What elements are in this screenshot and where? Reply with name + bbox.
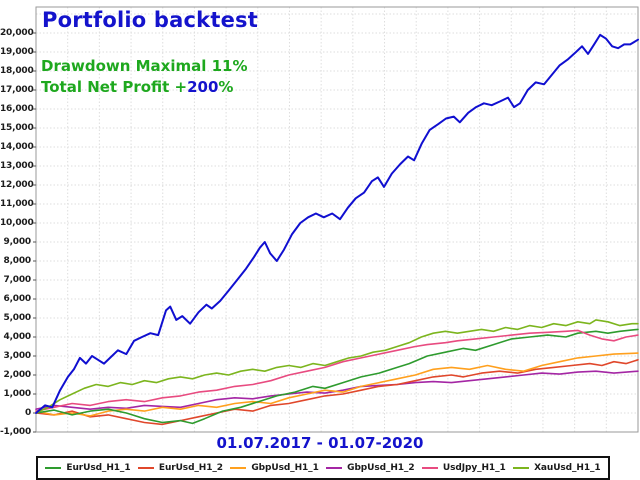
legend: EurUsd_H1_1 EurUsd_H1_2 GbpUsd_H1_1 GbpUsd_… [36,456,610,480]
legend-swatch [326,467,343,469]
y-tick-label: 5,000 [3,313,32,323]
drawdown-annotation: Drawdown Maximal 11% [41,57,248,75]
profit-annotation-prefix: Total Net Profit + [41,78,188,96]
chart-title: Portfolio backtest [42,8,258,32]
series-line-portfolio_total [35,33,639,414]
series-line-EurUsd_H1_2 [35,358,639,426]
legend-swatch [513,467,530,469]
y-tick-label: 7,000 [3,275,32,285]
legend-label: EurUsd_H1_1 [66,463,131,473]
y-tick-label: 13,000 [0,161,34,171]
legend-swatch [230,467,247,469]
y-tick-label: 19,000 [0,47,34,57]
profit-annotation: Total Net Profit +200% [41,78,233,96]
y-tick-label: 12,000 [0,180,34,190]
y-tick-label: 4,000 [3,332,32,342]
legend-swatch [45,467,62,469]
legend-item-EurUsd_H1_1: EurUsd_H1_1 [45,463,131,473]
legend-item-UsdJpy_H1_1: UsdJpy_H1_1 [421,463,506,473]
y-tick-label: 2,000 [3,370,32,380]
y-tick-label: 9,000 [3,237,32,247]
legend-label: GbpUsd_H1_1 [251,463,319,473]
legend-item-GbpUsd_H1_2: GbpUsd_H1_2 [326,463,415,473]
y-tick-label: -1,000 [0,427,32,437]
legend-swatch [137,467,154,469]
series-line-UsdJpy_H1_1 [35,329,639,412]
y-tick-label: 14,000 [0,142,34,152]
y-tick-label: 8,000 [3,256,32,266]
y-tick-label: 6,000 [3,294,32,304]
y-tick-label: 1,000 [3,389,32,399]
profit-annotation-suffix: % [218,78,234,96]
date-range-label: 01.07.2017 - 01.07-2020 [216,434,424,452]
series-line-EurUsd_H1_1 [35,328,639,425]
y-tick-label: 17,000 [0,85,34,95]
legend-label: XauUsd_H1_1 [534,463,601,473]
series-line-XauUsd_H1_1 [35,319,639,414]
legend-label: UsdJpy_H1_1 [442,463,506,473]
series-line-GbpUsd_H1_1 [35,352,639,417]
legend-item-EurUsd_H1_2: EurUsd_H1_2 [137,463,223,473]
legend-label: EurUsd_H1_2 [158,463,223,473]
legend-swatch [421,467,438,469]
legend-item-GbpUsd_H1_1: GbpUsd_H1_1 [230,463,319,473]
y-tick-label: 20,000 [0,28,34,38]
y-tick-label: 3,000 [3,351,32,361]
y-tick-label: 16,000 [0,104,34,114]
y-tick-label: 11,000 [0,199,34,209]
y-tick-label: 10,000 [0,218,34,228]
y-tick-label: 0 [24,408,31,418]
legend-label: GbpUsd_H1_2 [347,463,415,473]
profit-annotation-value: 200 [187,78,219,96]
legend-item-XauUsd_H1_1: XauUsd_H1_1 [513,463,601,473]
y-tick-label: 15,000 [0,123,34,133]
y-tick-label: 18,000 [0,66,34,76]
